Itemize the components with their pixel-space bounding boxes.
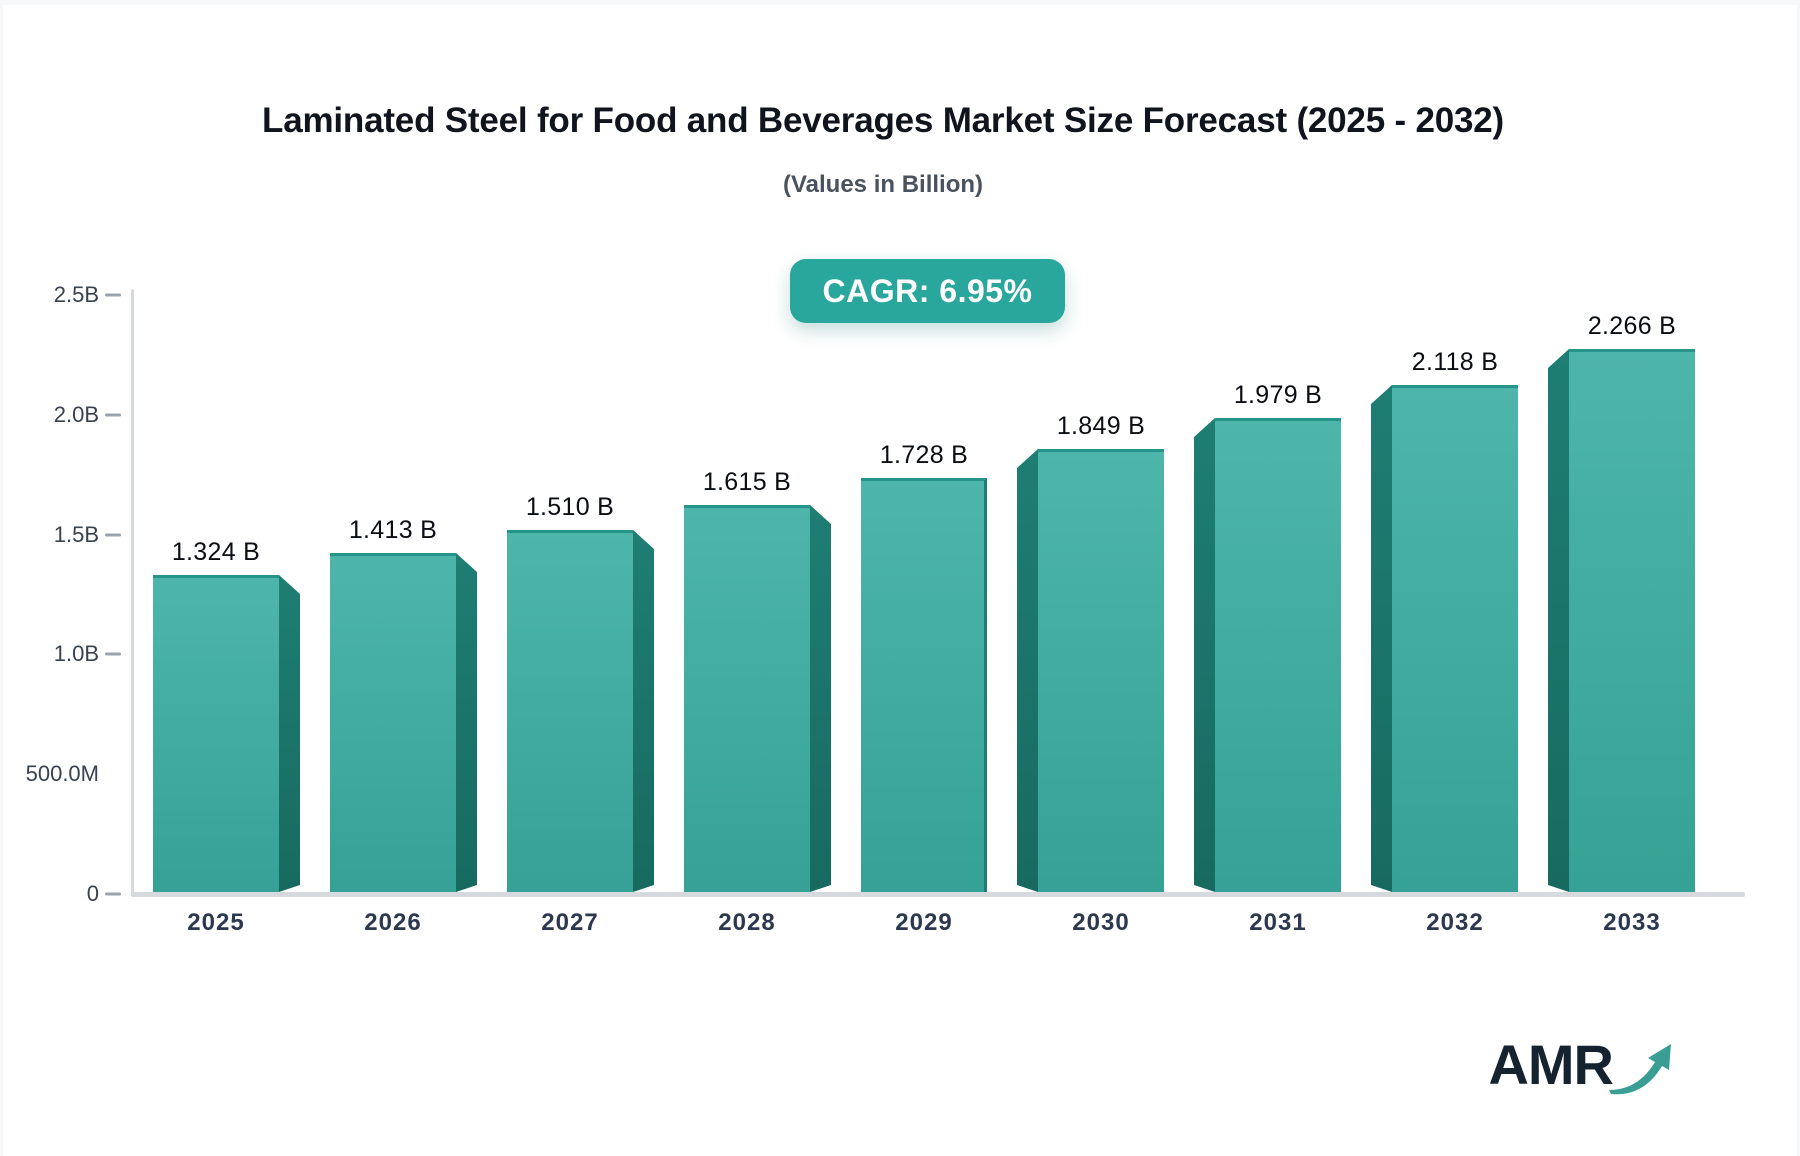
y-tick-mark (105, 293, 121, 297)
x-axis-label-2033: 2033 (1603, 909, 1661, 936)
chart-subtitle: (Values in Billion) (782, 171, 984, 198)
bar-value-label: 1.979 B (1233, 381, 1323, 409)
bar-side-face-2025 (279, 575, 300, 892)
y-tick-mark (105, 533, 121, 537)
y-axis-line (131, 289, 134, 896)
bar-value-label: 2.266 B (1587, 312, 1677, 340)
bar-side-face-2030 (1017, 449, 1038, 892)
bar-2028 (684, 505, 810, 892)
y-tick-mark (105, 892, 121, 896)
bar-side-face-2033 (1548, 349, 1569, 892)
bar-side-face-2026 (456, 553, 477, 892)
y-tick-label: 2.5B (53, 282, 99, 307)
bar-2030 (1038, 449, 1164, 892)
bar-2032 (1392, 385, 1518, 892)
y-tick-label: 1.0B (53, 641, 99, 667)
y-tick-label: 0 (86, 881, 99, 906)
y-tick-label: 2.0B (53, 401, 99, 427)
x-axis-label-2031: 2031 (1249, 909, 1307, 936)
x-axis-label-2026: 2026 (364, 909, 422, 936)
bar-side-face-2028 (810, 505, 831, 892)
chart-title: Laminated Steel for Food and Beverages M… (262, 101, 1504, 140)
bar-2027 (507, 530, 633, 892)
bar-2026 (330, 553, 456, 892)
bar-side-face-2031 (1194, 418, 1215, 892)
bar-value-label: 1.510 B (525, 493, 615, 521)
bar-side-face-2032 (1371, 385, 1392, 892)
bar-2031 (1215, 418, 1341, 892)
brand-logo-text: AMR (1488, 1033, 1614, 1096)
x-axis-label-2027: 2027 (541, 909, 599, 936)
x-axis-label-2028: 2028 (718, 909, 776, 936)
x-axis-label-2029: 2029 (895, 909, 953, 936)
x-axis-label-2032: 2032 (1426, 909, 1484, 936)
bar-value-label: 1.615 B (702, 468, 792, 496)
cagr-badge: CAGR: 6.95% (790, 259, 1065, 323)
y-tick-mark (105, 413, 121, 417)
chart-card: Laminated Steel for Food and Beverages M… (3, 5, 1797, 1156)
bar-2033 (1569, 349, 1695, 892)
growth-arrow-icon (1609, 1044, 1671, 1095)
bar-value-label: 2.118 B (1411, 348, 1499, 376)
bar-side-face-2027 (633, 530, 654, 892)
bar-2029 (861, 478, 987, 892)
y-tick-mark (105, 652, 121, 656)
x-axis-label-2030: 2030 (1072, 909, 1130, 936)
bar-2025 (153, 575, 279, 892)
bar-value-label: 1.728 B (879, 441, 969, 469)
bar-value-label: 1.413 B (348, 516, 438, 544)
bar-value-label: 1.324 B (171, 538, 261, 566)
plot-area: 0 500.0M 1.0B 1.5B 2.0B 2.5B 1.324 B 2025 1.413 … (3, 5, 1797, 1156)
bar-value-label: 1.849 B (1056, 412, 1146, 440)
x-axis-label-2025: 2025 (187, 909, 245, 936)
y-tick-label: 500.0M (25, 761, 99, 787)
y-tick-label: 1.5B (53, 521, 99, 547)
cagr-badge-label: CAGR: 6.95% (822, 272, 1033, 309)
x-axis-line (131, 892, 1745, 897)
brand-logo: AMR (1488, 1034, 1679, 1104)
